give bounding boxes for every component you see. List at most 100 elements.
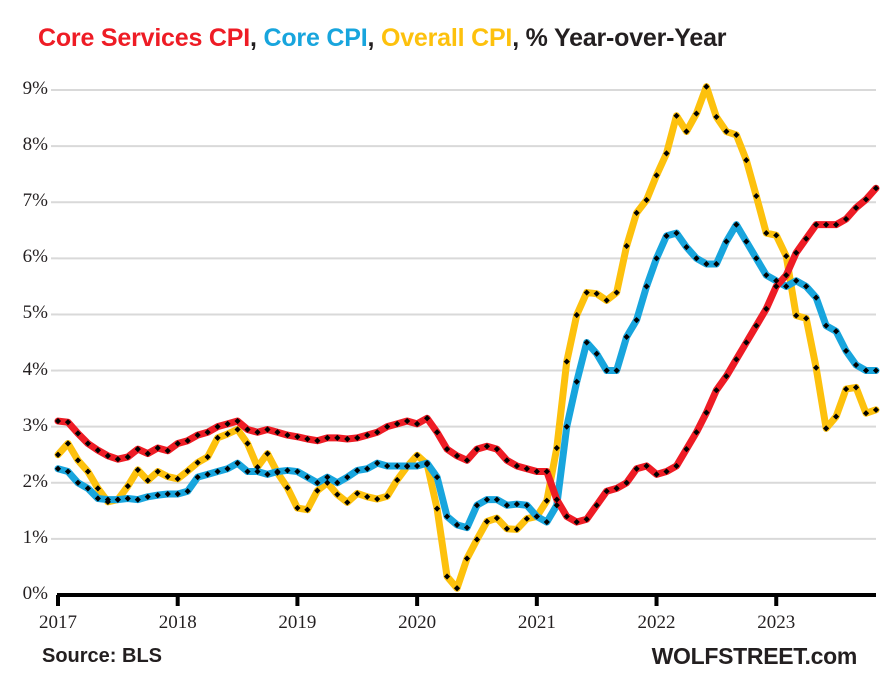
marker-core-cpi-2018-03 (194, 474, 201, 481)
marker-overall-cpi-2020-05 (453, 585, 461, 592)
marker-overall-cpi-2018-12 (284, 484, 291, 491)
marker-core-services-cpi-2021-11 (633, 465, 640, 472)
marker-core-services-cpi-2019-06 (344, 435, 351, 443)
marker-overall-cpi-2017-09 (134, 466, 141, 473)
source-label: Source: BLS (42, 645, 163, 667)
marker-core-cpi-2023-02 (783, 283, 790, 290)
marker-overall-cpi-2022-01 (653, 172, 660, 179)
marker-core-services-cpi-2023-10 (862, 196, 870, 203)
marker-core-services-cpi-2018-07 (234, 417, 241, 425)
marker-overall-cpi-2023-11 (872, 406, 880, 413)
marker-core-services-cpi-2022-06 (703, 409, 710, 416)
marker-overall-cpi-2020-09 (493, 515, 501, 522)
marker-core-services-cpi-2023-06 (823, 221, 830, 228)
marker-core-cpi-2022-02 (663, 232, 670, 239)
marker-core-cpi-2022-04 (683, 244, 690, 251)
marker-core-cpi-2018-10 (264, 471, 271, 478)
series-line-core-services-cpi (54, 184, 880, 526)
x-axis-label-2017: 2017 (39, 612, 77, 633)
marker-overall-cpi-2023-06 (823, 425, 830, 432)
marker-core-services-cpi-2021-07 (593, 502, 600, 509)
marker-overall-cpi-2019-10 (384, 493, 391, 500)
marker-overall-cpi-2020-08 (483, 518, 491, 525)
marker-core-cpi-2017-08 (124, 495, 131, 502)
marker-core-services-cpi-2018-02 (184, 437, 191, 444)
marker-core-services-cpi-2021-01 (533, 468, 540, 475)
marker-core-services-cpi-2020-12 (523, 465, 530, 472)
marker-core-cpi-2019-05 (334, 479, 341, 486)
marker-overall-cpi-2019-09 (374, 495, 381, 503)
marker-overall-cpi-2020-11 (513, 526, 520, 533)
marker-core-services-cpi-2022-04 (683, 446, 690, 453)
marker-core-cpi-2023-09 (852, 361, 860, 369)
marker-core-services-cpi-2020-09 (493, 446, 501, 453)
marker-core-services-cpi-2021-10 (623, 479, 630, 486)
marker-core-services-cpi-2023-11 (872, 185, 880, 192)
marker-overall-cpi-2017-04 (84, 468, 92, 475)
marker-core-services-cpi-2021-05 (573, 518, 580, 526)
marker-core-cpi-2018-06 (224, 465, 231, 472)
marker-core-services-cpi-2023-09 (852, 204, 860, 211)
marker-core-services-cpi-2020-03 (433, 429, 441, 436)
y-axis-label-4pct: 4% (22, 358, 48, 380)
marker-overall-cpi-2022-09 (733, 131, 740, 138)
marker-overall-cpi-2019-05 (334, 491, 341, 498)
marker-overall-cpi-2017-01 (54, 451, 62, 458)
x-axis-label-2022: 2022 (637, 612, 676, 633)
marker-core-services-cpi-2022-10 (743, 339, 750, 346)
y-axis-label-9pct: 9% (22, 78, 48, 99)
title-segment-2: Core CPI (263, 24, 368, 52)
marker-core-services-cpi-2017-07 (114, 456, 121, 463)
x-axis-label-2018: 2018 (158, 612, 197, 633)
marker-overall-cpi-2019-03 (314, 487, 321, 494)
marker-core-cpi-2017-06 (104, 496, 111, 503)
marker-overall-cpi-2022-12 (763, 229, 770, 237)
page-title: Core Services CPI, Core CPI, Overall CPI… (38, 24, 727, 53)
marker-overall-cpi-2018-09 (254, 463, 261, 471)
marker-overall-cpi-2018-07 (234, 426, 241, 433)
marker-core-services-cpi-2018-09 (254, 429, 261, 436)
marker-core-cpi-2020-07 (473, 502, 481, 509)
marker-core-services-cpi-2019-12 (404, 417, 411, 425)
marker-core-cpi-2018-12 (284, 467, 291, 474)
marker-overall-cpi-2017-08 (124, 483, 131, 490)
marker-core-services-cpi-2019-05 (334, 434, 341, 441)
marker-core-cpi-2019-03 (314, 479, 321, 486)
marker-core-cpi-2017-02 (64, 468, 72, 475)
marker-overall-cpi-2021-05 (573, 311, 580, 319)
marker-core-cpi-2019-12 (404, 462, 411, 470)
marker-core-services-cpi-2018-03 (194, 431, 201, 439)
marker-core-services-cpi-2022-01 (653, 471, 660, 478)
marker-core-cpi-2023-04 (803, 283, 810, 290)
marker-core-services-cpi-2017-02 (64, 419, 72, 426)
marker-core-cpi-2018-04 (204, 471, 211, 478)
y-axis-label-2pct: 2% (22, 470, 48, 492)
marker-core-cpi-2021-05 (573, 378, 580, 385)
marker-core-cpi-2019-09 (374, 460, 381, 467)
marker-core-services-cpi-2019-03 (314, 437, 321, 444)
marker-overall-cpi-2018-02 (184, 467, 191, 475)
marker-core-cpi-2022-11 (753, 255, 760, 262)
marker-overall-cpi-2022-11 (753, 192, 760, 200)
y-axis-label-7pct: 7% (22, 190, 48, 212)
marker-core-services-cpi-2020-08 (483, 443, 491, 450)
marker-core-cpi-2019-04 (324, 474, 331, 481)
marker-overall-cpi-2017-12 (164, 473, 171, 480)
marker-core-services-cpi-2020-11 (513, 462, 520, 470)
marker-overall-cpi-2018-06 (224, 430, 231, 438)
marker-overall-cpi-2019-01 (294, 504, 301, 512)
marker-core-services-cpi-2022-05 (693, 429, 700, 436)
marker-core-services-cpi-2020-06 (463, 457, 471, 464)
marker-core-services-cpi-2019-11 (394, 420, 401, 427)
marker-overall-cpi-2017-11 (154, 468, 161, 475)
marker-core-cpi-2019-10 (384, 462, 391, 470)
marker-core-cpi-2021-08 (603, 367, 610, 374)
x-axis (56, 593, 876, 606)
marker-core-cpi-2017-03 (74, 479, 82, 486)
marker-core-cpi-2018-05 (214, 468, 221, 475)
marker-core-cpi-2021-07 (593, 350, 600, 357)
marker-core-services-cpi-2021-03 (553, 496, 560, 503)
y-axis-label-5pct: 5% (22, 302, 48, 324)
marker-core-cpi-2017-05 (94, 495, 102, 502)
marker-core-cpi-2017-10 (144, 493, 151, 500)
